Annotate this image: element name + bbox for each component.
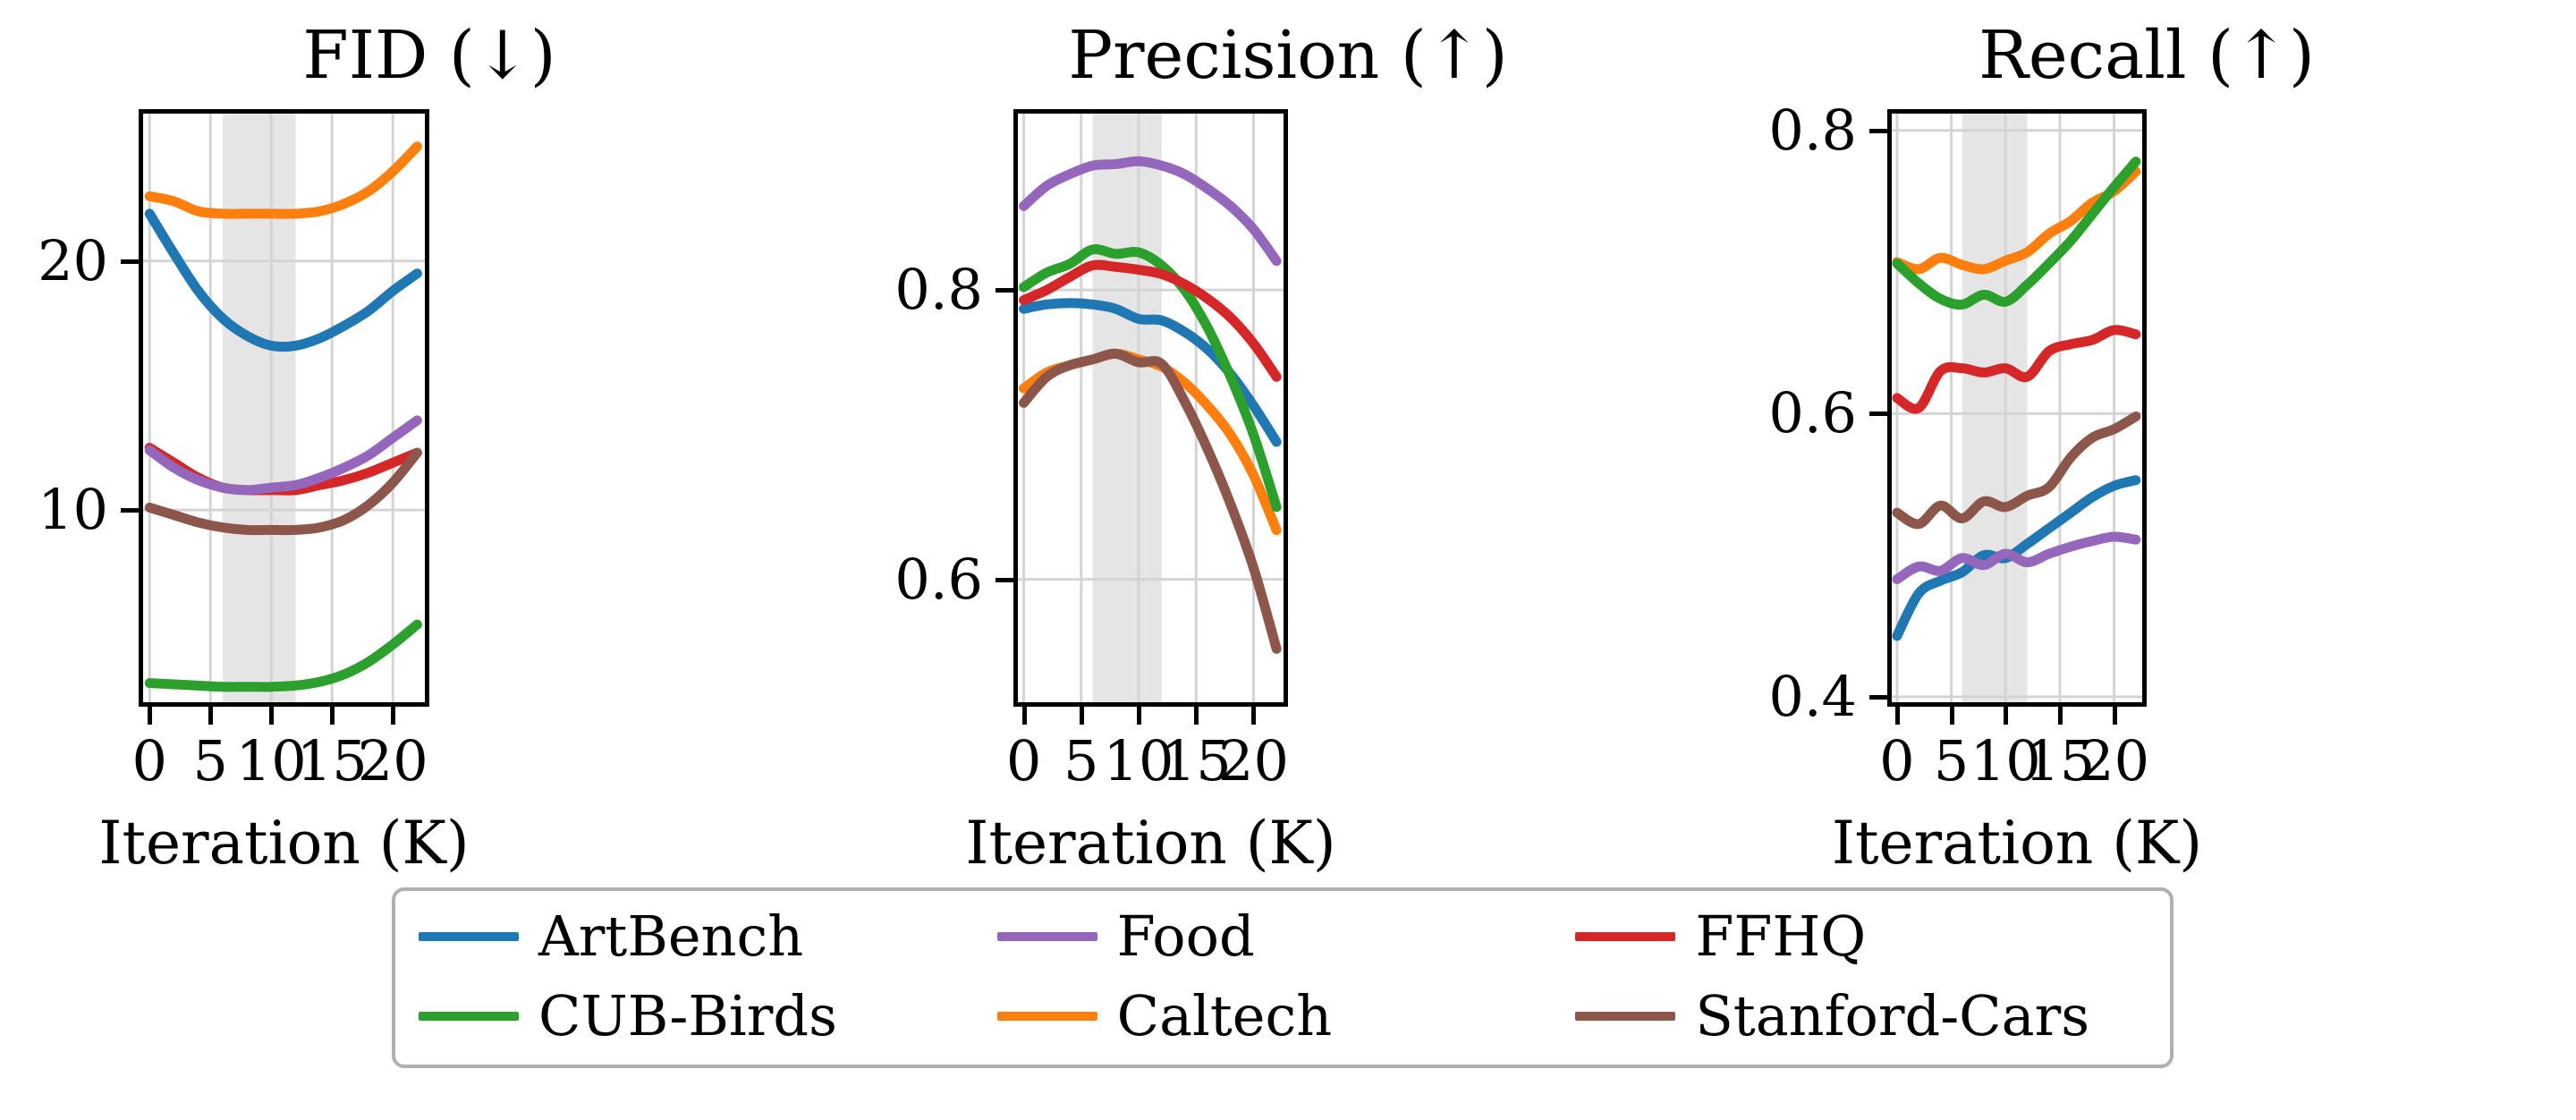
series-line-artbench — [144, 208, 422, 352]
y-tick-label: 20 — [38, 227, 108, 293]
x-tick-mark — [1949, 707, 1954, 725]
y-tick-mark — [1869, 412, 1887, 417]
x-tick-mark — [2004, 707, 2009, 725]
x-tick-mark — [330, 707, 335, 725]
x-tick-label: 15 — [1160, 728, 1232, 793]
series-line-stanford-cars — [1019, 348, 1282, 654]
x-tick-mark — [148, 707, 153, 725]
plot-area — [139, 109, 429, 707]
shaded-region — [222, 109, 296, 707]
plot-area — [1013, 109, 1288, 707]
y-tick-label: 0.8 — [894, 257, 983, 323]
x-tick-label: 20 — [357, 728, 428, 793]
series-line-food — [144, 415, 422, 496]
y-tick-mark — [121, 259, 139, 264]
y-tick-label: 0.4 — [1768, 663, 1857, 729]
chart-panel-2: Precision (↑) 0.6 0.8 0 5 10 15 20 Iteration (K) — [859, 0, 1717, 877]
shaded-region — [1092, 109, 1162, 707]
y-tick-label: 0.8 — [1768, 97, 1857, 163]
legend-entry-cub-birds[interactable]: CUB-Birds — [419, 988, 997, 1044]
series-line-cub-birds — [144, 619, 422, 692]
x-tick-mark — [391, 707, 396, 725]
y-tick-mark — [1869, 128, 1887, 133]
series-line-food — [1019, 156, 1282, 267]
legend-label: FFHQ — [1695, 903, 1867, 969]
chart-panel-1: FID (↓) 10 20 0 5 10 15 20 Iteration (K) — [0, 0, 859, 877]
x-tick-label: 15 — [2024, 728, 2096, 793]
legend-line-swatch-icon — [996, 931, 1097, 941]
chart-title: FID (↓) — [302, 17, 556, 94]
gridlines — [1887, 109, 2147, 707]
x-tick-label: 10 — [1970, 728, 2041, 793]
shaded-region — [1962, 109, 2028, 707]
series-line-cub-birds — [1019, 244, 1282, 513]
x-axis-label: Iteration (K) — [1831, 809, 2203, 878]
x-tick-label: 15 — [296, 728, 368, 793]
legend-line-swatch-icon — [1575, 931, 1676, 941]
x-tick-mark — [2057, 707, 2063, 725]
x-tick-label: 5 — [192, 728, 228, 793]
legend-entry-artbench[interactable]: ArtBench — [419, 903, 997, 969]
x-tick-mark — [1079, 707, 1084, 725]
chart-panel-3: Recall (↑) 0.4 0.6 0.8 0 5 10 15 20 Iteration (K) — [1717, 0, 2576, 877]
x-tick-label: 0 — [1005, 728, 1042, 793]
x-tick-mark — [269, 707, 275, 725]
series-line-ffhq — [1892, 325, 2141, 414]
legend-grid: ArtBench Food FFHQ CUB-Birds Caltech Stanford… — [395, 891, 2170, 1065]
legend-label: ArtBench — [538, 903, 804, 969]
series-line-food — [1892, 531, 2141, 585]
x-tick-label: 0 — [131, 728, 167, 793]
series-line-artbench — [1892, 475, 2141, 641]
y-tick-label: 0.6 — [894, 546, 983, 612]
x-tick-label: 5 — [1933, 728, 1970, 793]
x-tick-mark — [208, 707, 214, 725]
legend-line-swatch-icon — [419, 1011, 519, 1021]
legend-line-swatch-icon — [996, 1011, 1097, 1021]
chart-title: Precision (↑) — [1068, 17, 1508, 94]
series-line-caltech — [144, 141, 422, 219]
x-tick-label: 10 — [235, 728, 307, 793]
y-tick-mark — [1869, 694, 1887, 700]
x-tick-label: 5 — [1063, 728, 1099, 793]
legend-label: Stanford-Cars — [1695, 982, 2090, 1048]
y-tick-label: 10 — [38, 477, 108, 543]
x-tick-label: 0 — [1879, 728, 1915, 793]
legend-entry-caltech[interactable]: Caltech — [996, 982, 1576, 1048]
series-line-stanford-cars — [1892, 412, 2141, 530]
x-tick-label: 20 — [1218, 728, 1289, 793]
legend-line-swatch-icon — [1575, 1011, 1676, 1021]
x-axis-label: Iteration (K) — [98, 809, 470, 878]
axes-frame — [1013, 109, 1288, 707]
x-tick-mark — [2112, 707, 2117, 725]
y-tick-label: 0.6 — [1768, 380, 1857, 446]
chart-title: Recall (↑) — [1979, 17, 2315, 94]
legend-line-swatch-icon — [419, 931, 519, 941]
legend-label: Caltech — [1116, 982, 1333, 1048]
x-tick-mark — [1894, 707, 1900, 725]
x-tick-label: 20 — [2079, 728, 2150, 793]
plot-area — [1887, 109, 2147, 707]
series-line-ffhq — [1019, 259, 1282, 382]
axes-frame — [139, 109, 429, 707]
legend: ArtBench Food FFHQ CUB-Birds Caltech Stanford… — [392, 887, 2174, 1068]
y-tick-mark — [121, 508, 139, 513]
series-line-caltech — [1892, 166, 2141, 275]
axes-frame — [1887, 109, 2147, 707]
series-line-cub-birds — [1892, 157, 2141, 310]
x-tick-mark — [1251, 707, 1257, 725]
legend-label: CUB-Birds — [538, 982, 837, 1048]
series-line-stanford-cars — [144, 447, 422, 536]
y-tick-mark — [996, 577, 1013, 582]
legend-entry-stanford-cars[interactable]: Stanford-Cars — [1575, 988, 2154, 1044]
y-tick-mark — [996, 288, 1013, 293]
x-tick-mark — [1137, 707, 1141, 725]
x-axis-label: Iteration (K) — [965, 809, 1336, 878]
x-tick-label: 10 — [1103, 728, 1174, 793]
legend-label: Food — [1116, 903, 1255, 969]
legend-entry-ffhq[interactable]: FFHQ — [1575, 903, 2154, 969]
legend-entry-food[interactable]: Food — [996, 903, 1576, 969]
x-tick-mark — [1194, 707, 1199, 725]
x-tick-mark — [1021, 707, 1027, 725]
